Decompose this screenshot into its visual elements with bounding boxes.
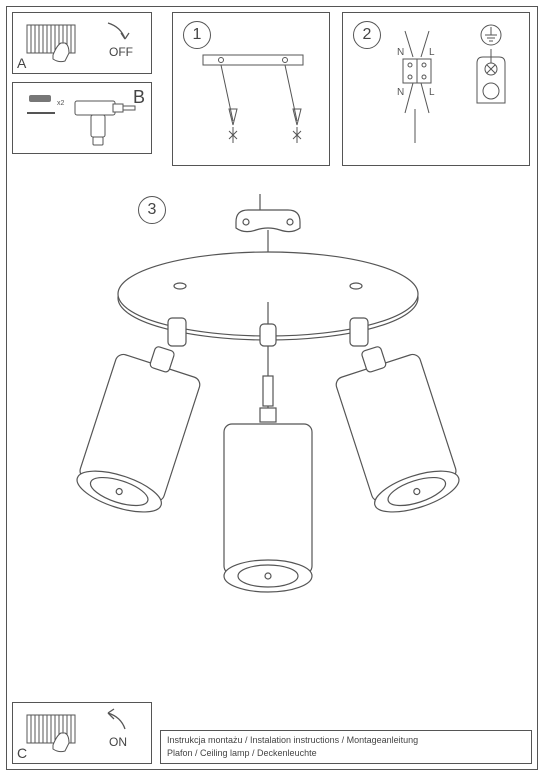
svg-text:x2: x2 [57, 100, 65, 107]
terminal-n-top: N [397, 47, 404, 58]
footer-line1: Instrukcja montażu / Instalation instruc… [167, 734, 525, 747]
fusebox-on-icon [13, 703, 153, 765]
on-label: ON [109, 735, 127, 749]
panel-c: C ON [12, 702, 152, 764]
footer-line2: Plafon / Ceiling lamp / Deckenleuchte [167, 747, 525, 760]
terminal-l-top: L [429, 47, 435, 58]
panel-a: A OFF [12, 12, 152, 74]
fusebox-off-icon [13, 13, 153, 75]
mounting-bar-icon [173, 13, 331, 167]
off-label: OFF [109, 45, 133, 59]
terminal-l-bot: L [429, 87, 435, 98]
wiring-icon: N L N L [343, 13, 531, 167]
panel-step1: 1 [172, 12, 330, 166]
panel-step2: 2 N L N L [342, 12, 530, 166]
ceiling-lamp-drawing [60, 186, 480, 646]
panel-b: B x2 [12, 82, 152, 154]
tools-icon: x2 [13, 83, 153, 155]
footer-box: Instrukcja montażu / Instalation instruc… [160, 730, 532, 764]
terminal-n-bot: N [397, 87, 404, 98]
